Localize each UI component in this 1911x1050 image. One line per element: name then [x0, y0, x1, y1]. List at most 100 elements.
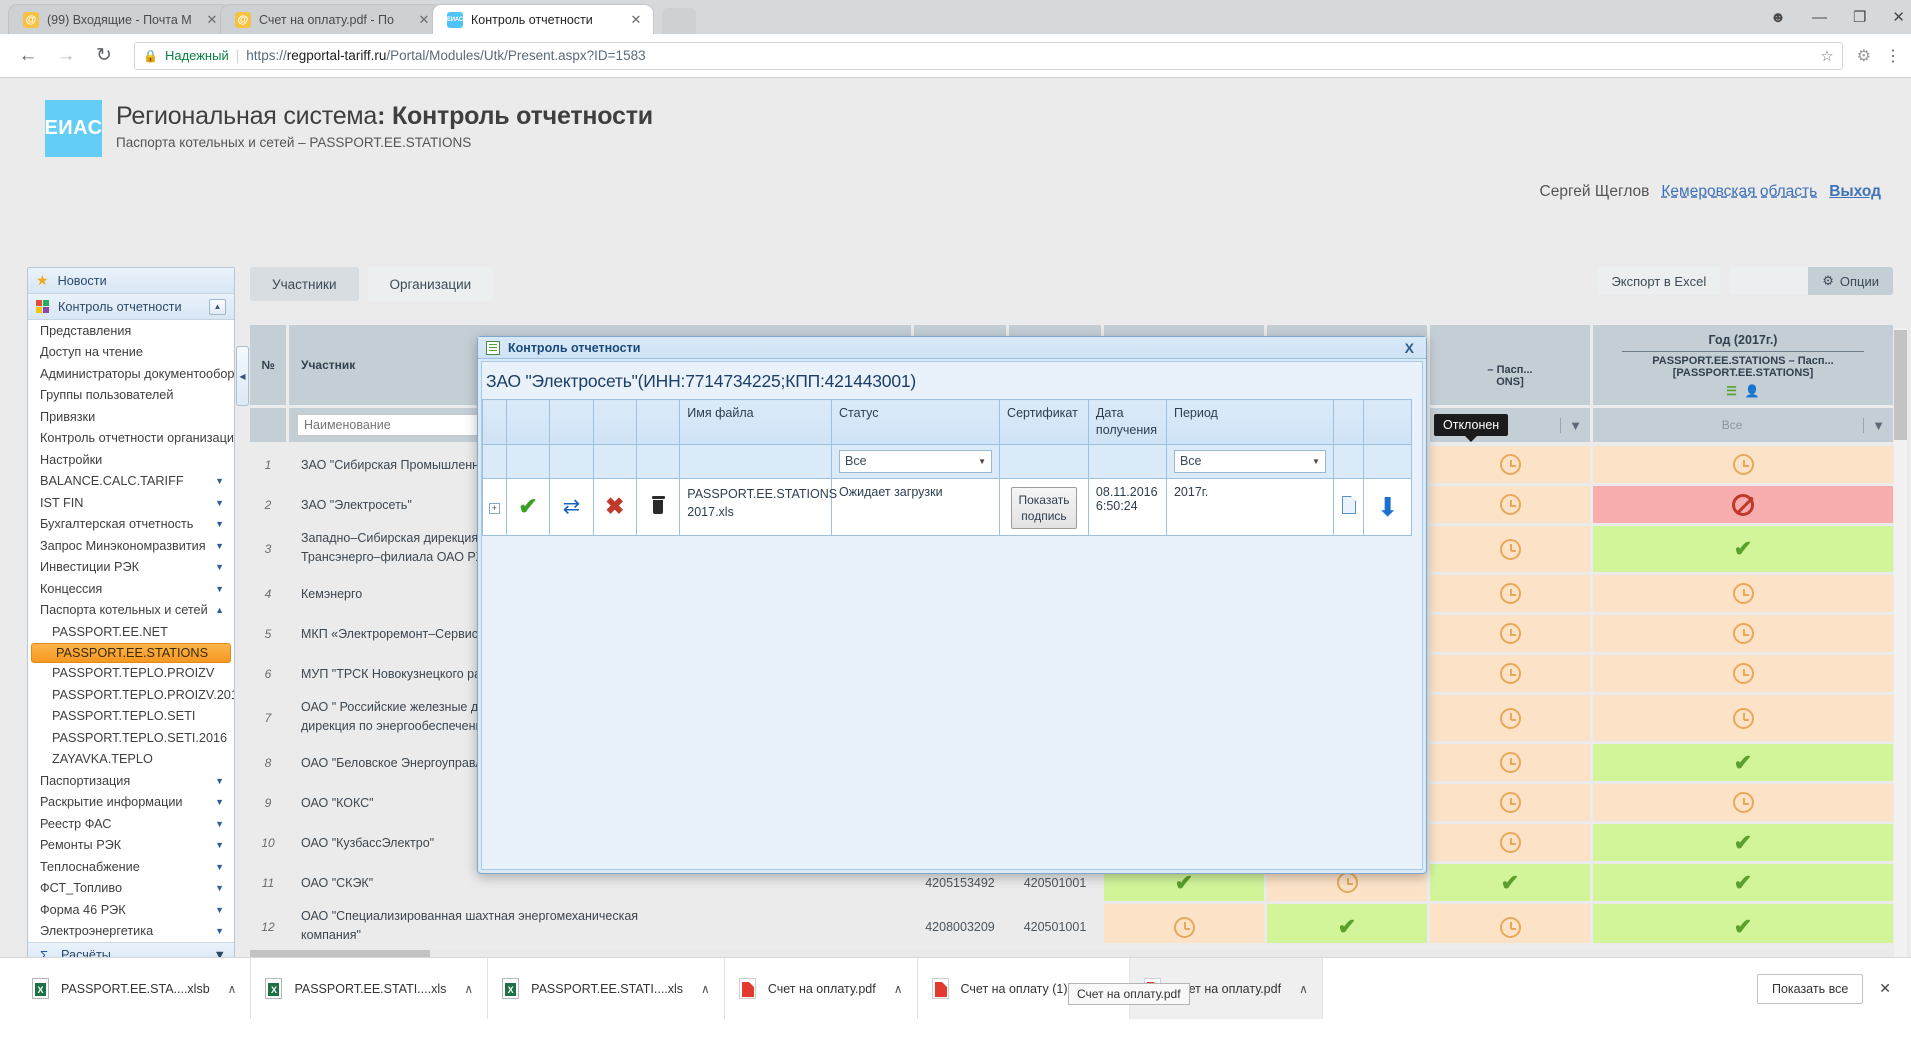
filter-icon[interactable]: ▼: [1560, 417, 1582, 433]
download-item[interactable]: X PASSPORT.EE.STATI....xls ∧: [251, 957, 489, 1019]
download-item[interactable]: X PASSPORT.EE.STA....xlsb ∧: [18, 957, 252, 1019]
sidebar-item-представления[interactable]: Представления: [28, 320, 234, 342]
maximize-button[interactable]: ❐: [1852, 8, 1867, 26]
status-cell-3[interactable]: [1430, 655, 1590, 692]
chevron-down-icon[interactable]: ▼: [215, 562, 224, 573]
sidebar-section-control[interactable]: Контроль отчетности ▲: [28, 294, 234, 320]
sidebar-item-группы-пользователей[interactable]: Группы пользователей: [28, 385, 234, 407]
chevron-down-icon[interactable]: ▼: [215, 476, 224, 487]
sidebar-item-администраторы-документооборс[interactable]: Администраторы документооборс: [28, 363, 234, 385]
vertical-scrollbar[interactable]: [1894, 328, 1907, 1019]
chevron-down-icon[interactable]: ▼: [215, 861, 224, 872]
status-filter-select[interactable]: Все ▼: [839, 449, 993, 473]
approve-check-icon[interactable]: ✔: [518, 493, 538, 520]
download-item[interactable]: X PASSPORT.EE.STATI....xls ∧: [488, 957, 725, 1019]
tab-participants[interactable]: Участники: [250, 267, 359, 301]
status-cell-2[interactable]: ✔: [1267, 904, 1427, 943]
status-cell-3[interactable]: [1430, 744, 1590, 781]
status-cell-year[interactable]: ✔: [1593, 744, 1893, 781]
sidebar-item-теплоснабжение[interactable]: Теплоснабжение ▼: [28, 856, 234, 878]
profile-icon[interactable]: ☻: [1770, 8, 1786, 26]
status-cell-1[interactable]: [1104, 904, 1264, 943]
status-cell-3[interactable]: [1430, 784, 1590, 821]
sidebar-item-паспортизация[interactable]: Паспортизация ▼: [28, 770, 234, 792]
status-cell-3[interactable]: [1430, 904, 1590, 943]
status-cell-3[interactable]: [1430, 526, 1590, 572]
chevron-up-icon[interactable]: ∧: [227, 981, 237, 996]
options-button[interactable]: ⚙ Опции: [1808, 267, 1893, 295]
scrollbar-thumb[interactable]: [1894, 330, 1907, 440]
expand-row-button[interactable]: +: [488, 502, 500, 514]
address-bar[interactable]: 🔒 Надежный | https://regportal-tariff.ru…: [134, 41, 1843, 70]
sidebar-item-ремонты-рэк[interactable]: Ремонты РЭК ▼: [28, 835, 234, 857]
chevron-down-icon[interactable]: ▼: [215, 540, 224, 551]
status-cell-year[interactable]: [1593, 655, 1893, 692]
back-icon[interactable]: ←: [18, 44, 38, 66]
sidebar-item-passport-ee-stations[interactable]: PASSPORT.EE.STATIONS: [31, 642, 231, 663]
status-cell-year[interactable]: ✔: [1593, 864, 1893, 901]
sidebar-collapse-handle[interactable]: ◀: [236, 346, 249, 406]
status-cell-year[interactable]: ✔: [1593, 526, 1893, 572]
reload-icon[interactable]: ↻: [96, 45, 112, 66]
sidebar-item-ist-fin[interactable]: IST FIN ▼: [28, 492, 234, 514]
status-cell-3[interactable]: [1430, 486, 1590, 523]
chevron-up-icon[interactable]: ▲: [215, 605, 224, 616]
chevron-down-icon[interactable]: ▼: [215, 818, 224, 829]
col-certificate[interactable]: Сертификат: [999, 399, 1089, 445]
status-cell-3[interactable]: ✔: [1430, 864, 1590, 901]
status-cell-3[interactable]: [1430, 575, 1590, 612]
col-filename[interactable]: Имя файла: [679, 399, 833, 445]
column-header-year-group[interactable]: Год (2017г.) PASSPORT.EE.STATIONS – Пасп…: [1593, 325, 1893, 405]
sidebar-item-паспорта-котельных-и-сетей[interactable]: Паспорта котельных и сетей ▲: [28, 600, 234, 622]
tab-organizations[interactable]: Организации: [367, 267, 494, 301]
show-all-button[interactable]: Показать все: [1756, 973, 1864, 1004]
sidebar-item-инвестиции-рэк[interactable]: Инвестиции РЭК ▼: [28, 557, 234, 579]
sidebar-item-привязки[interactable]: Привязки: [28, 406, 234, 428]
chevron-down-icon[interactable]: ▼: [215, 797, 224, 808]
status-cell-3[interactable]: [1430, 695, 1590, 741]
col-date[interactable]: Дата получения: [1087, 399, 1167, 445]
sidebar-item-passport-teplo-seti-2016[interactable]: PASSPORT.TEPLO.SETI.2016: [28, 727, 234, 749]
show-signature-button[interactable]: Показать подпись: [1010, 486, 1077, 530]
column-header-no[interactable]: №: [250, 325, 286, 405]
sidebar-item-zayavka-teplo[interactable]: ZAYAVKA.TEPLO: [28, 749, 234, 771]
status-cell-year[interactable]: [1593, 784, 1893, 821]
sidebar-item-бухгалтерская-отчетность[interactable]: Бухгалтерская отчетность ▼: [28, 514, 234, 536]
status-cell-year[interactable]: ✔: [1593, 904, 1893, 943]
period-filter-select[interactable]: Все ▼: [1173, 449, 1326, 473]
delete-trash-icon[interactable]: [651, 496, 666, 515]
sidebar-item-настройки[interactable]: Настройки: [28, 449, 234, 471]
sidebar-item-фст-топливо[interactable]: ФСТ_Топливо ▼: [28, 878, 234, 900]
region-link[interactable]: Кемеровская область: [1661, 183, 1818, 200]
chevron-down-icon[interactable]: ▼: [215, 775, 224, 786]
minimize-button[interactable]: —: [1811, 8, 1827, 26]
user-icon[interactable]: 👤: [1744, 383, 1760, 398]
browser-tab-0[interactable]: @ (99) Входящие - Почта M ✕: [8, 4, 230, 34]
sidebar-item-реестр-фас[interactable]: Реестр ФАС ▼: [28, 813, 234, 835]
sidebar-item-электроэнергетика[interactable]: Электроэнергетика ▼: [28, 921, 234, 943]
sidebar-item-passport-teplo-proizv-2016[interactable]: PASSPORT.TEPLO.PROIZV.2016: [28, 684, 234, 706]
sidebar-item-раскрытие-информации[interactable]: Раскрытие информации ▼: [28, 792, 234, 814]
table-row[interactable]: 12 ОАО "Специализированная шахтная энерго…: [250, 904, 1893, 943]
chevron-up-icon[interactable]: ∧: [464, 981, 474, 996]
status-cell-year[interactable]: [1593, 486, 1893, 523]
refresh-icon[interactable]: ⇄: [562, 495, 581, 519]
chevron-down-icon[interactable]: ▼: [215, 883, 224, 894]
sidebar-item-доступ-на-чтение[interactable]: Доступ на чтение: [28, 342, 234, 364]
extension-icon[interactable]: ⚙: [1856, 47, 1871, 65]
col-period[interactable]: Период: [1165, 399, 1334, 445]
reject-x-icon[interactable]: ✖: [605, 493, 625, 520]
chevron-up-icon[interactable]: ∧: [701, 981, 710, 996]
status-cell-year[interactable]: ✔: [1593, 824, 1893, 861]
sidebar-item-концессия[interactable]: Концессия ▼: [28, 578, 234, 600]
close-icon[interactable]: ✕: [206, 11, 218, 27]
status-cell-3[interactable]: [1430, 615, 1590, 652]
browser-tab-1[interactable]: @ Счет на оплату.pdf - По ✕: [220, 4, 442, 34]
filter-icon[interactable]: ▼: [1863, 417, 1885, 433]
status-cell-3[interactable]: [1430, 824, 1590, 861]
logout-link[interactable]: Выход: [1829, 183, 1881, 200]
window-close-button[interactable]: ✕: [1892, 8, 1905, 26]
sidebar-item-форма-46-рэк[interactable]: Форма 46 РЭК ▼: [28, 899, 234, 921]
bookmark-star-icon[interactable]: ☆: [1820, 47, 1834, 65]
download-bar-close-icon[interactable]: ✕: [1879, 980, 1891, 996]
